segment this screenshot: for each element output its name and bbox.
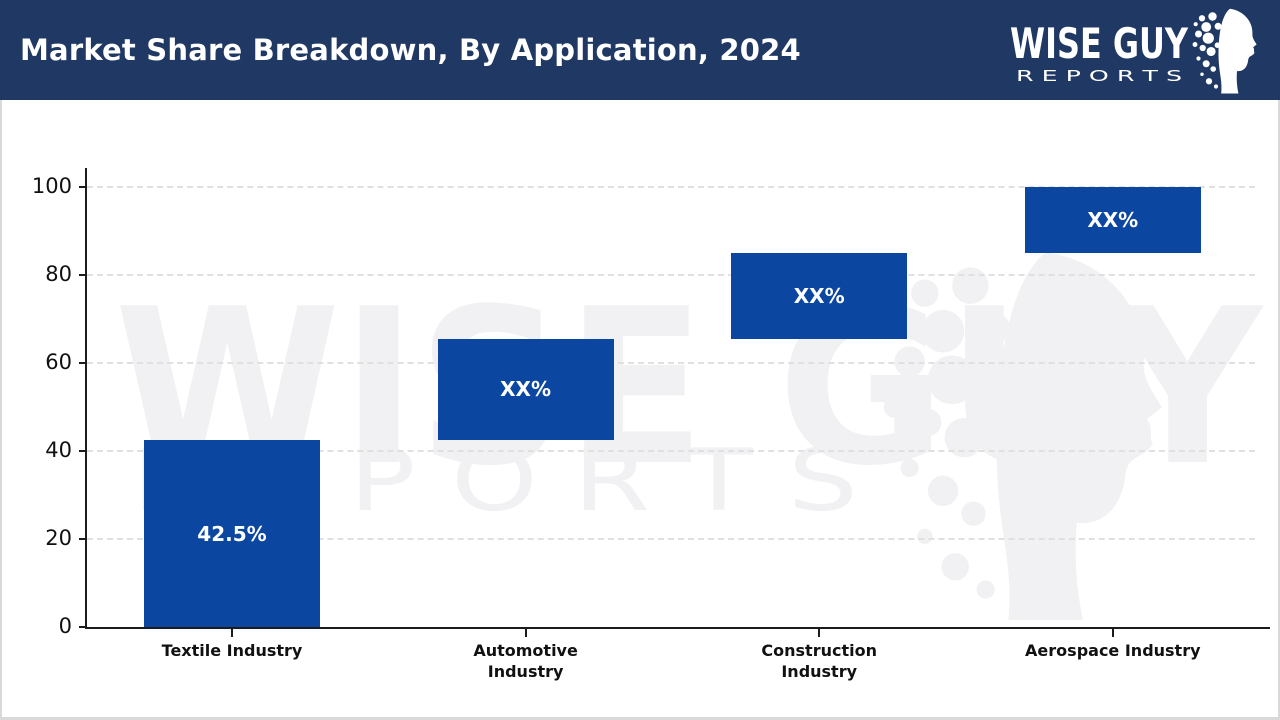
wise-guy-logo: WISE GUY R E P O R T S xyxy=(1008,4,1266,96)
x-category-label-line: Textile Industry xyxy=(161,641,303,660)
x-tick-aerospace-industry xyxy=(1111,629,1114,637)
y-tick-40 xyxy=(79,450,87,452)
chart-area: WISE GUY R E P O R T S 0 20 40 60 80 100 42.5%… xyxy=(0,100,1280,720)
x-axis xyxy=(85,627,1270,629)
x-category-label-construction-industry: Construction Industry xyxy=(709,640,929,682)
gridline-100 xyxy=(87,186,1255,188)
logo-text-sub: R E P O R T S xyxy=(1016,67,1182,85)
y-tick-label-20: 20 xyxy=(45,526,72,550)
x-tick-textile-industry xyxy=(231,629,233,637)
header: Market Share Breakdown, By Application, … xyxy=(0,0,1280,100)
y-tick-label-100: 100 xyxy=(31,174,72,198)
bar-aerospace-industry: XX% xyxy=(1024,187,1201,253)
page-title: Market Share Breakdown, By Application, … xyxy=(20,33,801,67)
y-tick-label-80: 80 xyxy=(45,262,72,286)
y-tick-100 xyxy=(79,186,87,188)
y-tick-label-60: 60 xyxy=(45,350,72,374)
bar-construction-industry: XX% xyxy=(731,253,908,339)
y-tick-80 xyxy=(79,274,87,276)
bar-value-label: XX% xyxy=(793,283,845,308)
logo-text-main: WISE GUY xyxy=(1010,19,1188,68)
x-tick-automotive-industry xyxy=(524,629,527,637)
bar-value-label: 42.5% xyxy=(197,521,267,546)
y-tick-20 xyxy=(79,538,87,540)
x-category-label-line: Construction xyxy=(761,641,877,660)
x-category-label-aerospace-industry: Aerospace Industry xyxy=(1003,640,1223,661)
bar-value-label: XX% xyxy=(500,377,552,402)
wise-guy-logo-graphic: WISE GUY R E P O R T S xyxy=(1010,8,1257,94)
gridline-20 xyxy=(87,538,1255,540)
x-category-label-line: Automotive xyxy=(473,641,578,660)
logo-head-icon xyxy=(1192,8,1257,94)
x-category-label-line: Industry xyxy=(781,662,858,681)
bar-value-label: XX% xyxy=(1087,208,1139,232)
y-axis xyxy=(85,168,87,629)
y-tick-0 xyxy=(79,626,87,628)
x-category-label-textile-industry: Textile Industry xyxy=(122,640,342,661)
x-category-label-automotive-industry: Automotive Industry xyxy=(416,640,636,682)
gridline-80 xyxy=(87,274,1255,276)
y-tick-label-40: 40 xyxy=(45,438,72,462)
gridline-40 xyxy=(87,450,1255,452)
x-category-label-line: Aerospace Industry xyxy=(1025,641,1201,660)
bar-automotive-industry: XX% xyxy=(437,338,614,440)
y-tick-label-0: 0 xyxy=(58,614,72,638)
x-tick-construction-industry xyxy=(818,629,821,637)
gridline-60 xyxy=(87,362,1255,364)
x-category-label-line: Industry xyxy=(487,662,564,681)
plot-area: 0 20 40 60 80 100 42.5% Textile Industry XX% Auto… xyxy=(2,100,1278,717)
y-tick-60 xyxy=(79,362,87,364)
bar-textile-industry: 42.5% xyxy=(144,440,320,627)
